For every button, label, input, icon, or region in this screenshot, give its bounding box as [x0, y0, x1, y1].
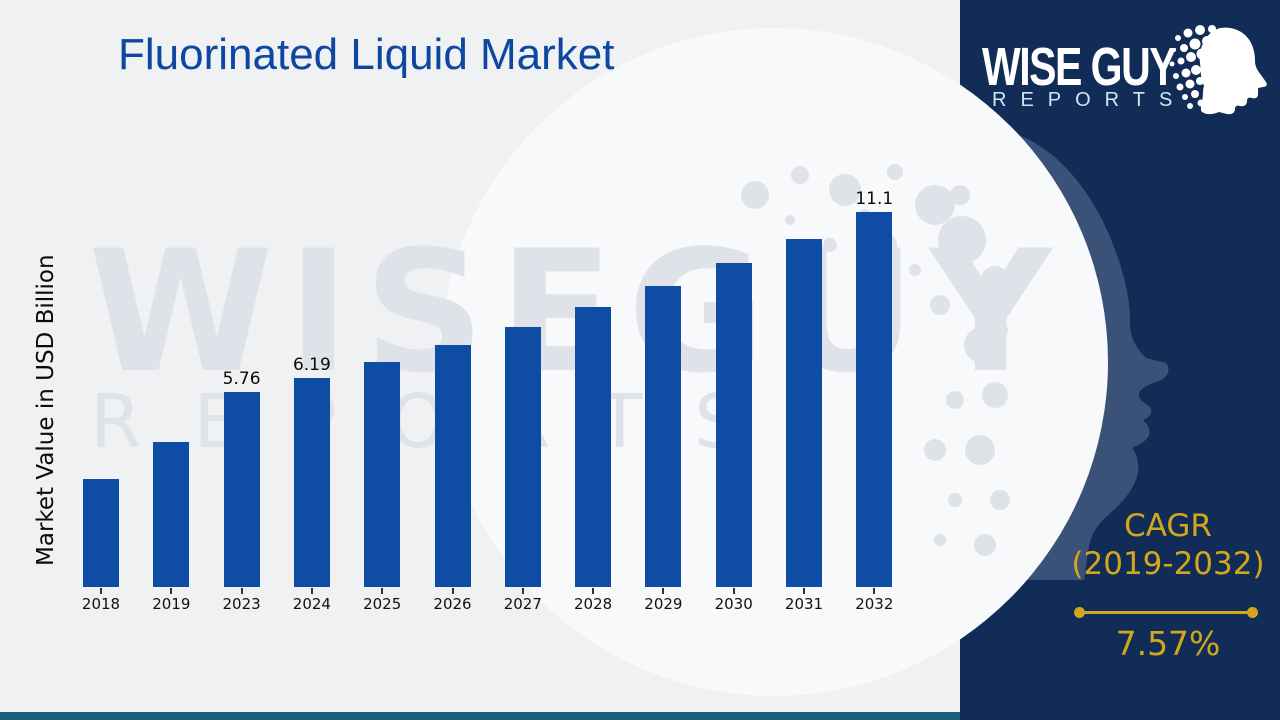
bar-2026 — [434, 345, 471, 587]
cagr-range: (2019-2032) — [1071, 546, 1265, 582]
x-tick-2027 — [521, 588, 524, 594]
bar-2030 — [715, 263, 752, 587]
x-label-2027: 2027 — [503, 595, 542, 613]
x-tick-2024 — [310, 588, 313, 594]
x-tick-2028 — [592, 588, 595, 594]
x-label-2024: 2024 — [292, 595, 331, 613]
bar-2018 — [83, 479, 119, 587]
logo-subtext: REPORTS — [992, 89, 1187, 111]
divider-dot-right — [1247, 607, 1258, 618]
bar-2024 — [293, 378, 330, 587]
x-label-2025: 2025 — [363, 595, 402, 613]
x-label-2026: 2026 — [433, 595, 472, 613]
x-tick-2025 — [381, 588, 384, 594]
bar-2025 — [364, 362, 401, 587]
bar-2029 — [645, 286, 682, 587]
chart-title: Fluorinated Liquid Market — [118, 30, 615, 79]
value-label-2032: 11.1 — [855, 189, 894, 209]
value-label-2023: 5.76 — [222, 369, 261, 389]
cagr-label: CAGR — [1124, 508, 1212, 544]
bar-chart: 2018 2019 2023 5.76 2024 6.19 2025 2026 2027 2028… — [81, 189, 894, 613]
cagr-value: 7.57% — [1115, 624, 1221, 663]
x-label-2019: 2019 — [152, 595, 191, 613]
bar-2023 — [223, 392, 260, 587]
divider-dot-left — [1074, 607, 1085, 618]
logo-face-icon — [1169, 25, 1267, 115]
x-label-2030: 2030 — [714, 595, 753, 613]
background-circle — [440, 28, 1108, 696]
x-label-2032: 2032 — [855, 595, 894, 613]
x-tick-2019 — [170, 588, 173, 594]
x-tick-2032 — [873, 588, 876, 594]
bar-2027 — [504, 327, 541, 587]
bar-2031 — [786, 239, 822, 587]
bar-2019 — [153, 442, 190, 587]
x-tick-2030 — [732, 588, 735, 594]
x-label-2031: 2031 — [784, 595, 824, 613]
logo-wordmark: WISE GUY — [982, 37, 1177, 97]
bar-2028 — [575, 307, 612, 587]
x-label-2028: 2028 — [574, 595, 613, 613]
x-tick-2029 — [662, 588, 665, 594]
bar-2032 — [856, 212, 893, 587]
value-label-2024: 6.19 — [292, 355, 331, 375]
x-tick-2018 — [100, 588, 102, 594]
x-label-2018: 2018 — [81, 595, 121, 613]
x-tick-2023 — [240, 588, 243, 594]
watermark-subtext: REPORTS — [90, 385, 793, 459]
x-label-2023: 2023 — [222, 595, 261, 613]
cagr-divider — [1074, 607, 1258, 618]
bottom-accent-strip — [0, 712, 960, 720]
x-label-2029: 2029 — [644, 595, 683, 613]
x-tick-2031 — [803, 588, 805, 594]
x-tick-2026 — [451, 588, 454, 594]
